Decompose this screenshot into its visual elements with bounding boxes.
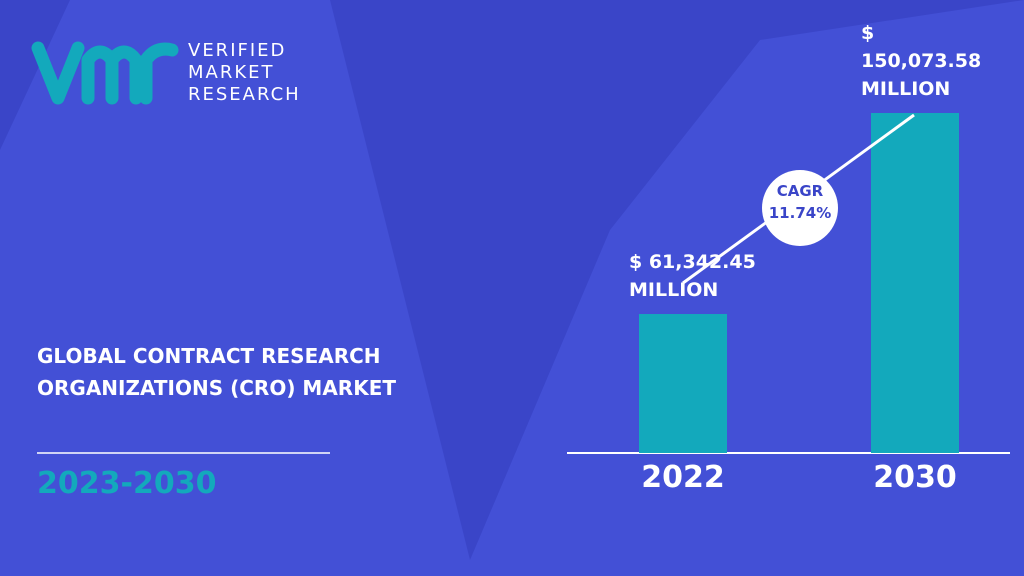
cagr-label: CAGR bbox=[776, 182, 824, 200]
logo-text: MARKET bbox=[188, 62, 275, 83]
bar bbox=[871, 113, 959, 453]
background-shape bbox=[0, 0, 70, 150]
chart-title: GLOBAL CONTRACT RESEARCH ORGANIZATIONS (… bbox=[37, 344, 397, 400]
value-label: $ 150,073.58 MILLION bbox=[861, 22, 982, 100]
cagr-badge bbox=[762, 170, 838, 246]
logo-text: VERIFIED bbox=[188, 40, 287, 61]
x-tick-label: 2030 bbox=[873, 460, 957, 495]
x-tick-label: 2022 bbox=[641, 460, 725, 495]
bar bbox=[639, 314, 727, 453]
cagr-value: 11.74% bbox=[768, 204, 832, 222]
cagr-text: CAGR 11.74% bbox=[762, 180, 838, 224]
logo-text: RESEARCH bbox=[188, 84, 301, 105]
logo-mark bbox=[31, 41, 179, 105]
period: 2023-2030 bbox=[37, 466, 217, 501]
value-label: $ 61,342.45 MILLION bbox=[629, 251, 756, 302]
